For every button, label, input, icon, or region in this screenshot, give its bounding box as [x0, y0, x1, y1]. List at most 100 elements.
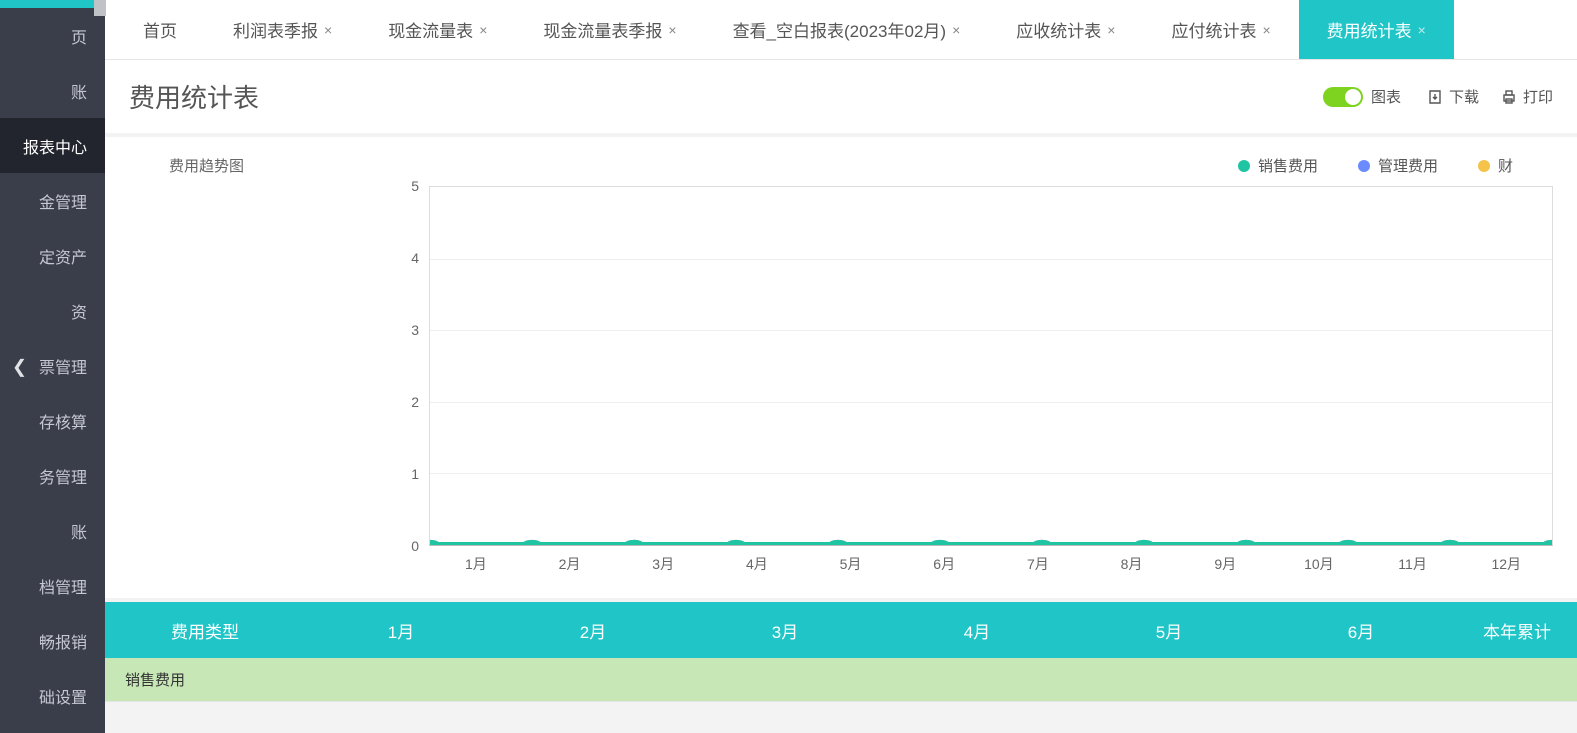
page-title: 费用统计表 [129, 78, 1323, 115]
table-header: 费用类型 ❮ 1月2月3月4月5月6月 ❯ 本年累计 [105, 602, 1577, 658]
th-total: 本年累计 [1457, 618, 1577, 643]
x-tick: 11月 [1366, 554, 1460, 574]
tab-label: 费用统计表 [1327, 17, 1412, 42]
chart-title: 费用趋势图 [169, 155, 1238, 176]
tab-label: 查看_空白报表(2023年02月) [733, 17, 947, 42]
tab-label: 应收统计表 [1016, 17, 1101, 42]
tab-2[interactable]: 现金流量表 × [360, 0, 515, 59]
sidebar-collapse-handle[interactable] [94, 0, 106, 16]
y-tick: 5 [411, 178, 419, 194]
sidebar-item-2[interactable]: 报表中心 [0, 118, 105, 173]
chart-svg [430, 187, 1552, 545]
grid-line [430, 402, 1552, 403]
close-icon[interactable]: × [668, 22, 676, 38]
x-tick: 9月 [1178, 554, 1272, 574]
tab-label: 现金流量表 [388, 17, 473, 42]
x-axis: 1月2月3月4月5月6月7月8月9月10月11月12月 [429, 546, 1553, 574]
sidebar-item-7[interactable]: 存核算 [0, 393, 105, 448]
th-month: 6月 [1265, 618, 1457, 643]
y-tick: 4 [411, 250, 419, 266]
close-icon[interactable]: × [1262, 22, 1270, 38]
sidebar-item-1[interactable]: 账 [0, 63, 105, 118]
tab-4[interactable]: 查看_空白报表(2023年02月) × [705, 0, 989, 59]
chart-toggle[interactable] [1323, 87, 1363, 107]
tab-label: 现金流量表季报 [543, 17, 662, 42]
x-tick: 4月 [710, 554, 804, 574]
y-axis: 012345 [129, 186, 429, 546]
close-icon[interactable]: × [1107, 22, 1115, 38]
td-type: 销售费用 [105, 669, 305, 690]
tab-label: 应付统计表 [1171, 17, 1256, 42]
tabs-bar: 首页 利润表季报 × 现金流量表 × 现金流量表季报 × 查看_空白报表(2023年02月) ×… [105, 0, 1577, 60]
x-tick: 10月 [1272, 554, 1366, 574]
x-tick: 1月 [429, 554, 523, 574]
th-month: 5月 [1073, 618, 1265, 643]
chart-card: 费用趋势图 销售费用管理费用财 012345 1月2月3月4月5月6月7月8月9… [105, 137, 1577, 598]
plot-area [429, 186, 1553, 546]
legend-dot-icon [1478, 160, 1490, 172]
chart-toggle-label: 图表 [1371, 86, 1401, 107]
legend-dot-icon [1238, 160, 1250, 172]
sidebar-item-9[interactable]: 账 [0, 503, 105, 558]
legend-item-0[interactable]: 销售费用 [1238, 155, 1318, 176]
sidebar-topbar [0, 0, 105, 8]
tab-6[interactable]: 应付统计表 × [1143, 0, 1298, 59]
tab-5[interactable]: 应收统计表 × [988, 0, 1143, 59]
tab-1[interactable]: 利润表季报 × [205, 0, 360, 59]
main: 首页 利润表季报 × 现金流量表 × 现金流量表季报 × 查看_空白报表(2023年02月) ×… [105, 0, 1577, 733]
tab-label: 首页 [143, 17, 177, 42]
sidebar-item-3[interactable]: 金管理 [0, 173, 105, 228]
close-icon[interactable]: × [952, 22, 960, 38]
print-button[interactable]: 打印 [1501, 86, 1553, 107]
tab-label: 利润表季报 [233, 17, 318, 42]
y-tick: 1 [411, 466, 419, 482]
download-icon [1427, 89, 1443, 105]
x-tick: 8月 [1085, 554, 1179, 574]
legend-label: 销售费用 [1258, 155, 1318, 176]
download-label: 下载 [1449, 86, 1479, 107]
x-tick: 7月 [991, 554, 1085, 574]
x-tick: 5月 [804, 554, 898, 574]
th-month: 3月 [689, 618, 881, 643]
print-icon [1501, 89, 1517, 105]
x-tick: 6月 [897, 554, 991, 574]
y-tick: 2 [411, 394, 419, 410]
x-tick: 12月 [1459, 554, 1553, 574]
sidebar-item-4[interactable]: 定资产 [0, 228, 105, 283]
grid-line [430, 330, 1552, 331]
legend-item-1[interactable]: 管理费用 [1358, 155, 1438, 176]
y-tick: 0 [411, 538, 419, 554]
sidebar-item-10[interactable]: 档管理 [0, 558, 105, 613]
close-icon[interactable]: × [1418, 22, 1426, 38]
chart-area: 012345 [129, 186, 1553, 546]
sidebar-item-5[interactable]: 资 [0, 283, 105, 338]
tab-7[interactable]: 费用统计表 × [1299, 0, 1454, 59]
sidebar-item-11[interactable]: 畅报销 [0, 613, 105, 668]
sidebar-item-0[interactable]: 页 [0, 8, 105, 63]
close-icon[interactable]: × [479, 22, 487, 38]
x-tick: 3月 [616, 554, 710, 574]
print-label: 打印 [1523, 86, 1553, 107]
th-month: 1月 [305, 618, 497, 643]
table-row[interactable]: 销售费用 [105, 658, 1577, 702]
grid-line [430, 259, 1552, 260]
sidebar-item-12[interactable]: 础设置 [0, 668, 105, 723]
legend-item-2[interactable]: 财 [1478, 155, 1513, 176]
th-type: 费用类型 [105, 618, 305, 643]
chart-header: 费用趋势图 销售费用 管理费用 财 [129, 155, 1553, 176]
tab-3[interactable]: 现金流量表季报 × [515, 0, 704, 59]
grid-line [430, 473, 1552, 474]
th-month: 2月 [497, 618, 689, 643]
tab-0[interactable]: 首页 [115, 0, 205, 59]
chart-legend: 销售费用 管理费用 财 [1238, 155, 1513, 176]
data-table: 费用类型 ❮ 1月2月3月4月5月6月 ❯ 本年累计 销售费用 [105, 602, 1577, 702]
page-header: 费用统计表 图表 下载 打印 [105, 60, 1577, 133]
legend-label: 财 [1498, 155, 1513, 176]
download-button[interactable]: 下载 [1427, 86, 1479, 107]
y-tick: 3 [411, 322, 419, 338]
sidebar-item-8[interactable]: 务管理 [0, 448, 105, 503]
table-body: 销售费用 [105, 658, 1577, 702]
th-month: 4月 [881, 618, 1073, 643]
legend-label: 管理费用 [1378, 155, 1438, 176]
close-icon[interactable]: × [324, 22, 332, 38]
